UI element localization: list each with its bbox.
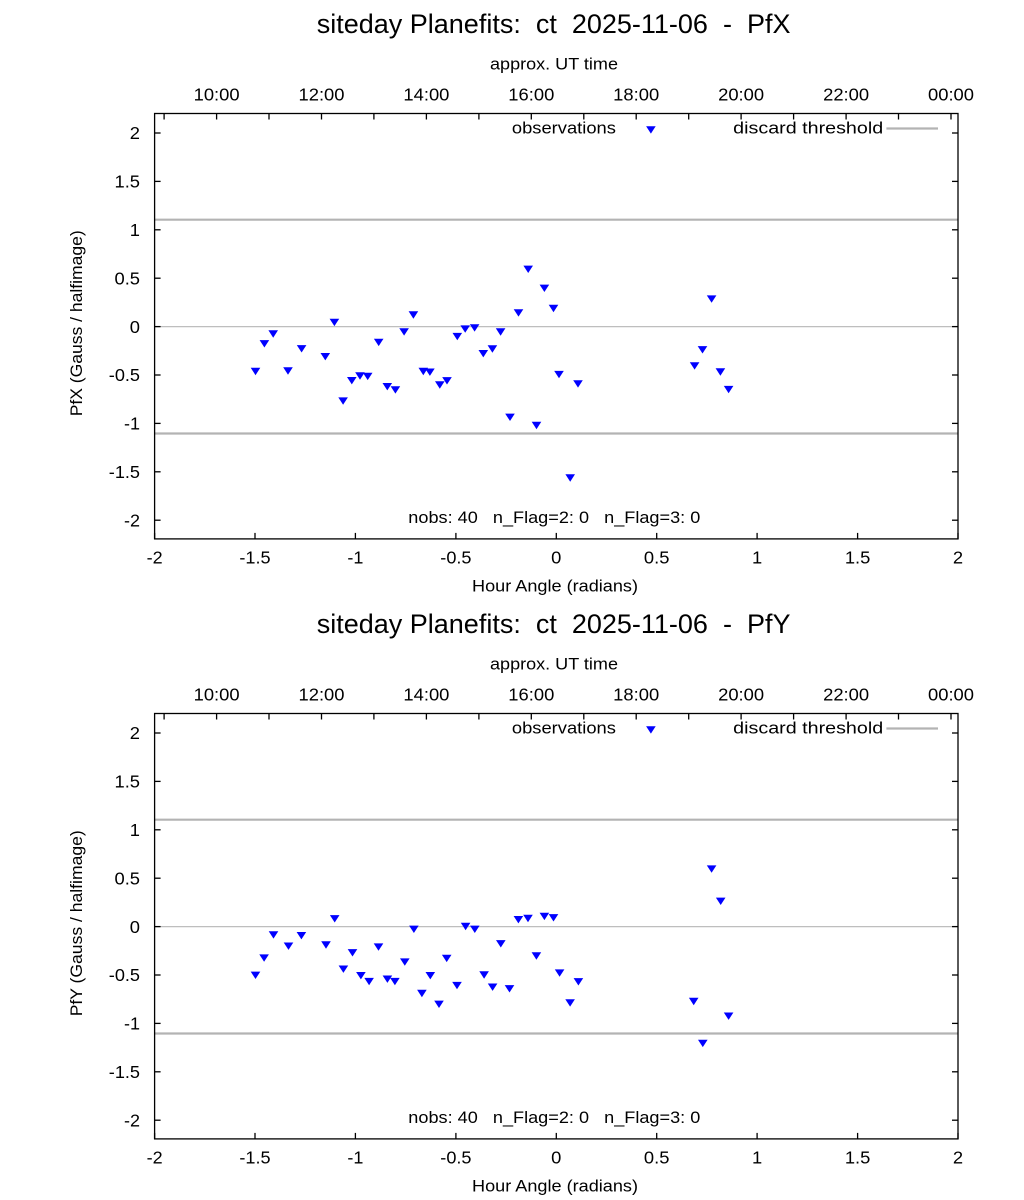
svg-text:-2: -2 xyxy=(147,1148,163,1168)
svg-text:0: 0 xyxy=(130,317,140,337)
svg-text:Hour Angle (radians): Hour Angle (radians) xyxy=(472,1176,638,1195)
svg-text:-1: -1 xyxy=(124,414,140,434)
svg-text:-0.5: -0.5 xyxy=(440,1148,471,1168)
svg-text:PfX (Gauss / halfimage): PfX (Gauss / halfimage) xyxy=(67,230,86,416)
svg-text:10:00: 10:00 xyxy=(194,684,240,704)
svg-text:2: 2 xyxy=(130,123,140,143)
svg-text:10:00: 10:00 xyxy=(194,84,240,104)
svg-text:-0.5: -0.5 xyxy=(109,965,140,985)
svg-text:nobs: 40 n_Flag=2: 0 n_Fla: nobs: 40 n_Flag=2: 0 n_Flag=3: 0 xyxy=(408,1108,700,1127)
svg-text:00:00: 00:00 xyxy=(928,684,974,704)
svg-text:16:00: 16:00 xyxy=(508,684,554,704)
svg-text:12:00: 12:00 xyxy=(299,684,345,704)
svg-text:1.5: 1.5 xyxy=(845,548,871,568)
svg-text:PfY (Gauss / halfimage): PfY (Gauss / halfimage) xyxy=(67,830,86,1016)
svg-text:00:00: 00:00 xyxy=(928,84,974,104)
svg-text:1.5: 1.5 xyxy=(115,772,141,792)
svg-text:-1.5: -1.5 xyxy=(239,1148,270,1168)
svg-text:2: 2 xyxy=(953,1148,963,1168)
svg-text:1.5: 1.5 xyxy=(115,172,141,192)
svg-text:0.5: 0.5 xyxy=(644,548,670,568)
svg-text:20:00: 20:00 xyxy=(718,684,764,704)
svg-text:1.5: 1.5 xyxy=(845,1148,871,1168)
svg-text:-1: -1 xyxy=(124,1014,140,1034)
svg-text:1: 1 xyxy=(130,220,140,240)
svg-text:approx. UT time: approx. UT time xyxy=(490,55,618,74)
svg-text:0: 0 xyxy=(551,548,561,568)
svg-text:1: 1 xyxy=(752,1148,762,1168)
svg-text:0.5: 0.5 xyxy=(644,1148,670,1168)
svg-text:-2: -2 xyxy=(124,510,140,530)
svg-text:siteday Planefits: ct 2025-1: siteday Planefits: ct 2025-11-06 - PfX xyxy=(317,9,791,39)
svg-text:0.5: 0.5 xyxy=(115,868,141,888)
svg-text:-0.5: -0.5 xyxy=(109,365,140,385)
svg-text:12:00: 12:00 xyxy=(299,84,345,104)
svg-text:1: 1 xyxy=(130,820,140,840)
svg-text:22:00: 22:00 xyxy=(823,84,869,104)
svg-text:-1.5: -1.5 xyxy=(109,1062,140,1082)
svg-text:14:00: 14:00 xyxy=(403,84,449,104)
svg-text:20:00: 20:00 xyxy=(718,84,764,104)
svg-text:nobs: 40 n_Flag=2: 0 n_Fla: nobs: 40 n_Flag=2: 0 n_Flag=3: 0 xyxy=(408,508,700,527)
svg-text:0: 0 xyxy=(551,1148,561,1168)
svg-text:-1.5: -1.5 xyxy=(239,548,270,568)
svg-text:22:00: 22:00 xyxy=(823,684,869,704)
svg-text:discard threshold: discard threshold xyxy=(733,118,883,137)
svg-text:-1: -1 xyxy=(347,548,363,568)
svg-text:18:00: 18:00 xyxy=(613,84,659,104)
svg-text:2: 2 xyxy=(953,548,963,568)
svg-text:-1.5: -1.5 xyxy=(109,462,140,482)
svg-text:18:00: 18:00 xyxy=(613,684,659,704)
svg-text:0: 0 xyxy=(130,917,140,937)
svg-text:discard threshold: discard threshold xyxy=(733,718,883,737)
svg-text:1: 1 xyxy=(752,548,762,568)
svg-text:approx. UT time: approx. UT time xyxy=(490,655,618,674)
svg-text:0.5: 0.5 xyxy=(115,268,141,288)
svg-text:observations: observations xyxy=(512,718,616,737)
svg-text:-0.5: -0.5 xyxy=(440,548,471,568)
svg-text:Hour Angle (radians): Hour Angle (radians) xyxy=(472,576,638,595)
svg-text:-2: -2 xyxy=(124,1110,140,1130)
svg-text:siteday Planefits: ct 2025-1: siteday Planefits: ct 2025-11-06 - PfY xyxy=(317,609,791,639)
svg-text:2: 2 xyxy=(130,723,140,743)
svg-text:-1: -1 xyxy=(347,1148,363,1168)
svg-text:16:00: 16:00 xyxy=(508,84,554,104)
svg-text:-2: -2 xyxy=(147,548,163,568)
svg-text:observations: observations xyxy=(512,118,616,137)
svg-text:14:00: 14:00 xyxy=(403,684,449,704)
